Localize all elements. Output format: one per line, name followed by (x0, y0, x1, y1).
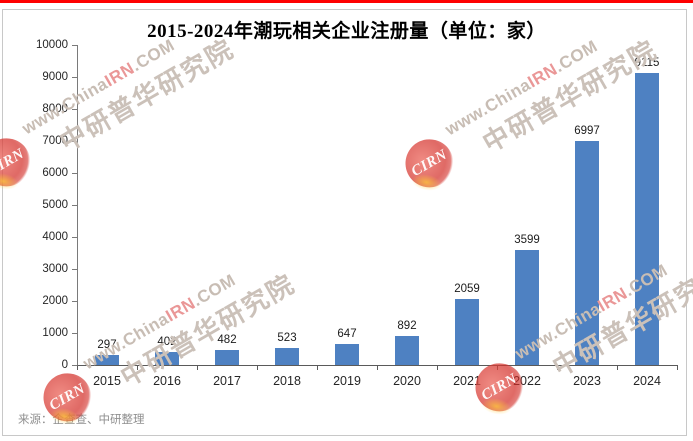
x-axis-tick-mark (197, 366, 198, 370)
data-label-2018: 523 (277, 332, 297, 344)
y-axis-tick-mark (72, 237, 77, 238)
bar-2023 (575, 141, 599, 365)
bar-2024 (635, 73, 659, 365)
y-axis-tick-label: 8000 (42, 103, 68, 115)
y-axis-tick-mark (72, 45, 77, 46)
x-axis-tick-mark (77, 366, 78, 370)
y-axis-tick-mark (72, 77, 77, 78)
x-axis-label-2016: 2016 (153, 374, 181, 388)
x-axis-label-2018: 2018 (273, 374, 301, 388)
y-axis-tick-mark (72, 269, 77, 270)
chart-title: 2015-2024年潮玩相关企业注册量（单位：家） (147, 21, 546, 42)
x-axis-label-2015: 2015 (93, 374, 121, 388)
x-axis-tick-mark (317, 366, 318, 370)
x-axis-label-2021: 2021 (453, 374, 481, 388)
x-axis-label-2023: 2023 (573, 374, 601, 388)
y-axis-tick-mark (72, 301, 77, 302)
bar-2022 (515, 250, 539, 365)
chart-frame-border (2, 9, 687, 436)
data-label-2015: 297 (97, 339, 117, 351)
data-label-2016: 402 (157, 336, 177, 348)
y-axis-tick-mark (72, 205, 77, 206)
x-axis-tick-mark (497, 366, 498, 370)
y-axis-tick-mark (72, 173, 77, 174)
x-axis-tick-mark (377, 366, 378, 370)
data-label-2019: 647 (337, 328, 357, 340)
y-axis-tick-label: 3000 (42, 263, 68, 275)
x-axis-label-2024: 2024 (633, 374, 661, 388)
x-axis-label-2019: 2019 (333, 374, 361, 388)
y-axis-tick-label: 7000 (42, 135, 68, 147)
bar-2018 (275, 348, 299, 365)
y-axis-tick-label: 6000 (42, 167, 68, 179)
source-note: 来源：企查查、中研整理 (18, 414, 145, 426)
y-axis-tick-mark (72, 109, 77, 110)
bar-2019 (335, 344, 359, 365)
x-axis-tick-mark (557, 366, 558, 370)
top-accent-line (0, 0, 693, 3)
y-axis-tick-label: 1000 (42, 327, 68, 339)
y-axis-tick-label: 2000 (42, 295, 68, 307)
y-axis-tick-label: 9000 (42, 71, 68, 83)
y-axis-tick-mark (72, 141, 77, 142)
plot-area (77, 45, 678, 366)
data-label-2023: 6997 (574, 125, 600, 137)
y-axis-tick-mark (72, 333, 77, 334)
y-axis-tick-label: 4000 (42, 231, 68, 243)
x-axis-tick-mark (617, 366, 618, 370)
bar-2017 (215, 350, 239, 365)
x-axis-tick-mark (137, 366, 138, 370)
x-axis-tick-mark (257, 366, 258, 370)
x-axis-label-2020: 2020 (393, 374, 421, 388)
bar-2015 (95, 355, 119, 365)
y-axis-tick-label: 10000 (36, 39, 68, 51)
bar-2021 (455, 299, 479, 365)
bar-2016 (155, 352, 179, 365)
x-axis-tick-mark (437, 366, 438, 370)
data-label-2021: 2059 (454, 283, 480, 295)
y-axis-tick-label: 5000 (42, 199, 68, 211)
data-label-2017: 482 (217, 334, 237, 346)
bar-2020 (395, 336, 419, 365)
data-label-2020: 892 (397, 320, 417, 332)
x-axis-tick-mark (677, 366, 678, 370)
data-label-2024: 9115 (634, 57, 660, 69)
y-axis-tick-label: 0 (61, 359, 68, 371)
x-axis-label-2022: 2022 (513, 374, 541, 388)
x-axis-label-2017: 2017 (213, 374, 241, 388)
data-label-2022: 3599 (514, 234, 540, 246)
